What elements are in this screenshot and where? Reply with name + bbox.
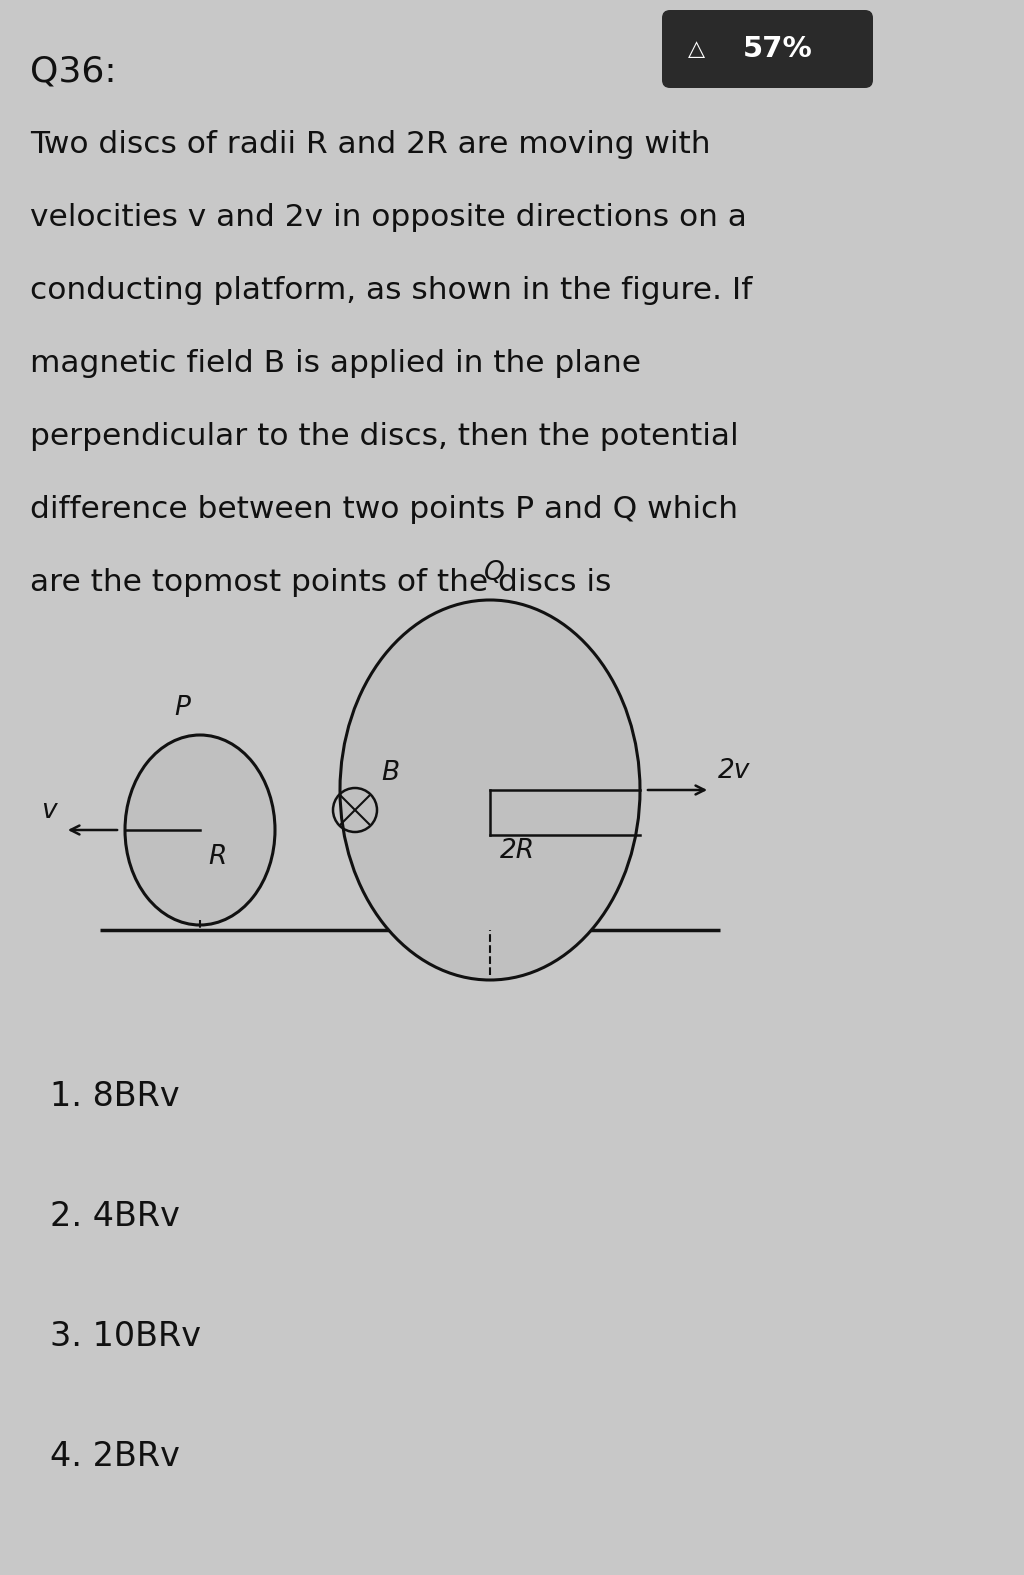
Text: velocities v and 2v in opposite directions on a: velocities v and 2v in opposite directio… (30, 203, 746, 232)
Text: R: R (208, 844, 226, 869)
Text: Q36:: Q36: (30, 55, 117, 90)
Text: 57%: 57% (742, 35, 812, 63)
Text: △: △ (688, 39, 706, 58)
Text: 2v: 2v (718, 758, 751, 784)
Text: P: P (174, 695, 189, 721)
Text: perpendicular to the discs, then the potential: perpendicular to the discs, then the pot… (30, 422, 738, 450)
Text: magnetic field B is applied in the plane: magnetic field B is applied in the plane (30, 350, 641, 378)
Ellipse shape (125, 736, 275, 925)
Text: Q: Q (483, 561, 505, 586)
Text: difference between two points P and Q which: difference between two points P and Q wh… (30, 495, 738, 524)
Text: 3. 10BRv: 3. 10BRv (50, 1320, 201, 1353)
Text: 2R: 2R (500, 838, 536, 863)
FancyBboxPatch shape (662, 9, 873, 88)
Text: conducting platform, as shown in the figure. If: conducting platform, as shown in the fig… (30, 276, 753, 306)
Text: Two discs of radii R and 2R are moving with: Two discs of radii R and 2R are moving w… (30, 131, 711, 159)
Text: v: v (41, 799, 57, 824)
Text: 4. 2BRv: 4. 2BRv (50, 1440, 180, 1473)
Ellipse shape (340, 600, 640, 980)
Text: 2. 4BRv: 2. 4BRv (50, 1200, 180, 1233)
Text: 1. 8BRv: 1. 8BRv (50, 1080, 179, 1114)
Text: B: B (381, 761, 399, 786)
Text: are the topmost points of the discs is: are the topmost points of the discs is (30, 569, 611, 597)
